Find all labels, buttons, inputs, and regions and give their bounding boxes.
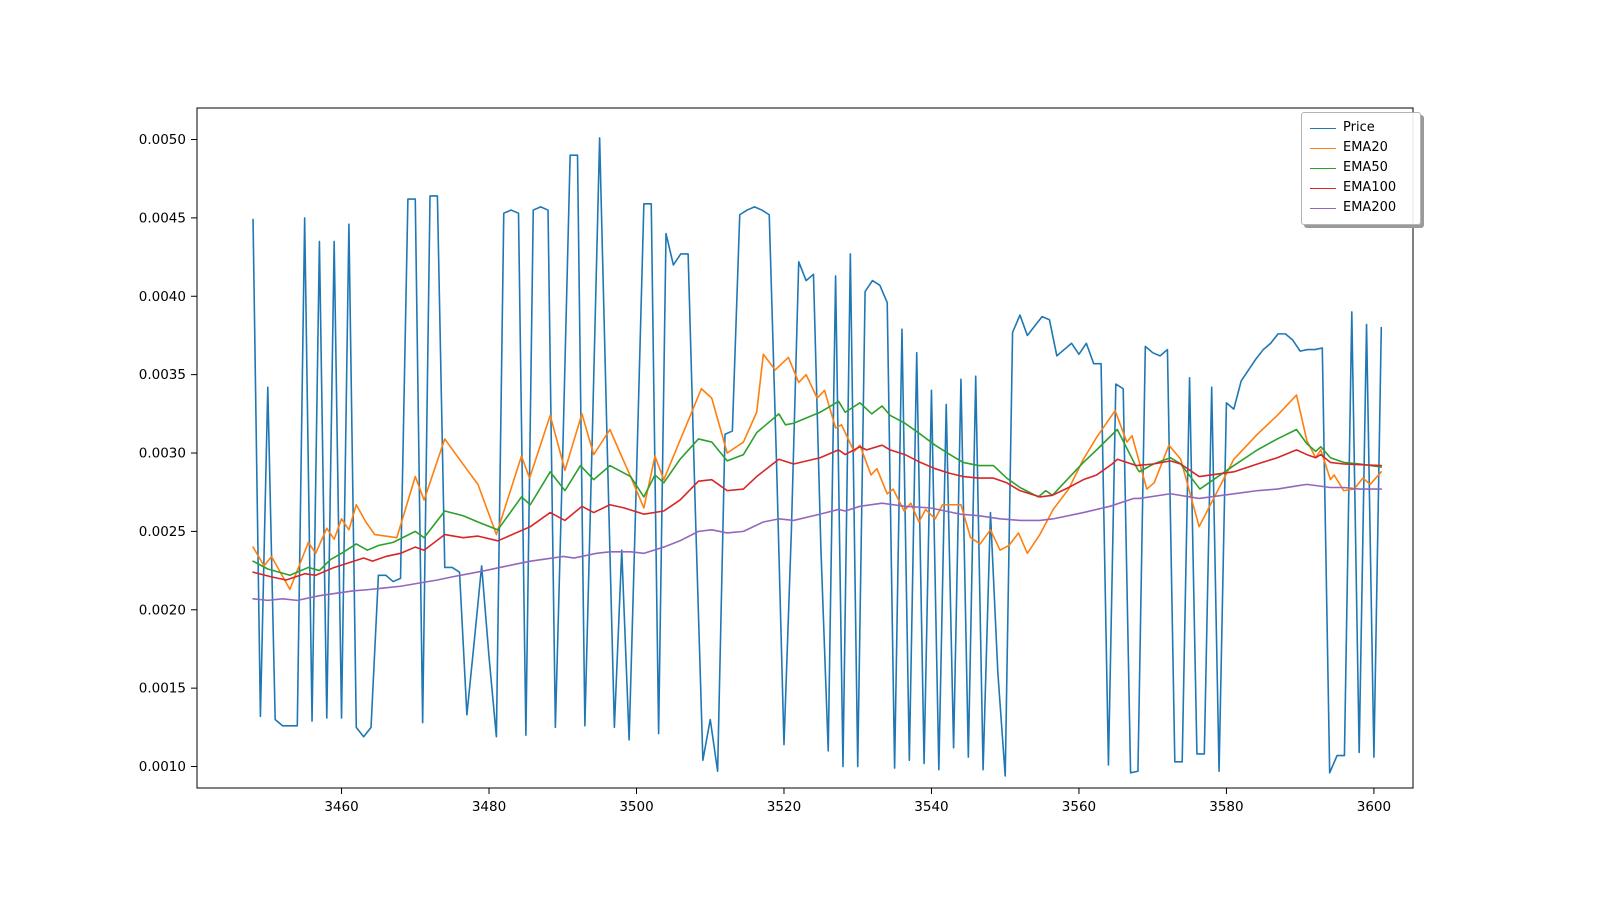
x-tick-label: 3540 [914, 799, 948, 815]
y-tick-label: 0.0015 [139, 681, 186, 697]
legend-item-price: Price [1310, 118, 1412, 138]
legend-label-ema20: EMA20 [1343, 140, 1388, 155]
series-line-ema20 [252, 353, 1383, 591]
series-line-ema200 [252, 483, 1383, 602]
x-tick-label: 3580 [1209, 799, 1243, 815]
legend: Price EMA20 EMA50 EMA100 EMA200 [1301, 112, 1421, 225]
x-tick-label: 3560 [1062, 799, 1096, 815]
y-tick-label: 0.0025 [139, 524, 186, 540]
legend-label-price: Price [1343, 120, 1375, 135]
x-tick-label: 3500 [619, 799, 653, 815]
legend-item-ema200: EMA200 [1310, 198, 1412, 218]
legend-label-ema200: EMA200 [1343, 200, 1397, 215]
series-line-price [252, 137, 1383, 777]
x-tick-label: 3480 [472, 799, 506, 815]
y-tick-label: 0.0045 [139, 210, 186, 226]
y-tick-label: 0.0040 [139, 289, 186, 305]
y-tick-label: 0.0035 [139, 367, 186, 383]
ema50-line-swatch [1310, 167, 1336, 169]
legend-label-ema100: EMA100 [1343, 180, 1397, 195]
ema20-line-swatch [1310, 147, 1336, 149]
legend-item-ema50: EMA50 [1310, 158, 1412, 178]
series-line-ema100 [252, 444, 1383, 581]
axis-tick-labels: 0.0010 0.0015 0.0020 0.0025 0.0030 0.0035 0.00… [139, 132, 1391, 815]
plot-frame [196, 107, 1414, 789]
x-tick-label: 3460 [324, 799, 358, 815]
legend-label-ema50: EMA50 [1343, 160, 1388, 175]
ema200-line-swatch [1310, 207, 1336, 209]
legend-item-ema100: EMA100 [1310, 178, 1412, 198]
y-tick-label: 0.0030 [139, 446, 186, 462]
y-tick-label: 0.0050 [139, 132, 186, 148]
legend-item-ema20: EMA20 [1310, 138, 1412, 158]
x-tick-label: 3520 [767, 799, 801, 815]
x-tick-label: 3600 [1357, 799, 1391, 815]
data-series-lines [252, 137, 1383, 777]
series-line-ema50 [252, 400, 1383, 577]
axis-tick-marks [191, 139, 1375, 794]
price-line-swatch [1310, 127, 1336, 129]
y-tick-label: 0.0010 [139, 759, 186, 775]
y-tick-label: 0.0020 [139, 602, 186, 618]
ema100-line-swatch [1310, 187, 1336, 189]
